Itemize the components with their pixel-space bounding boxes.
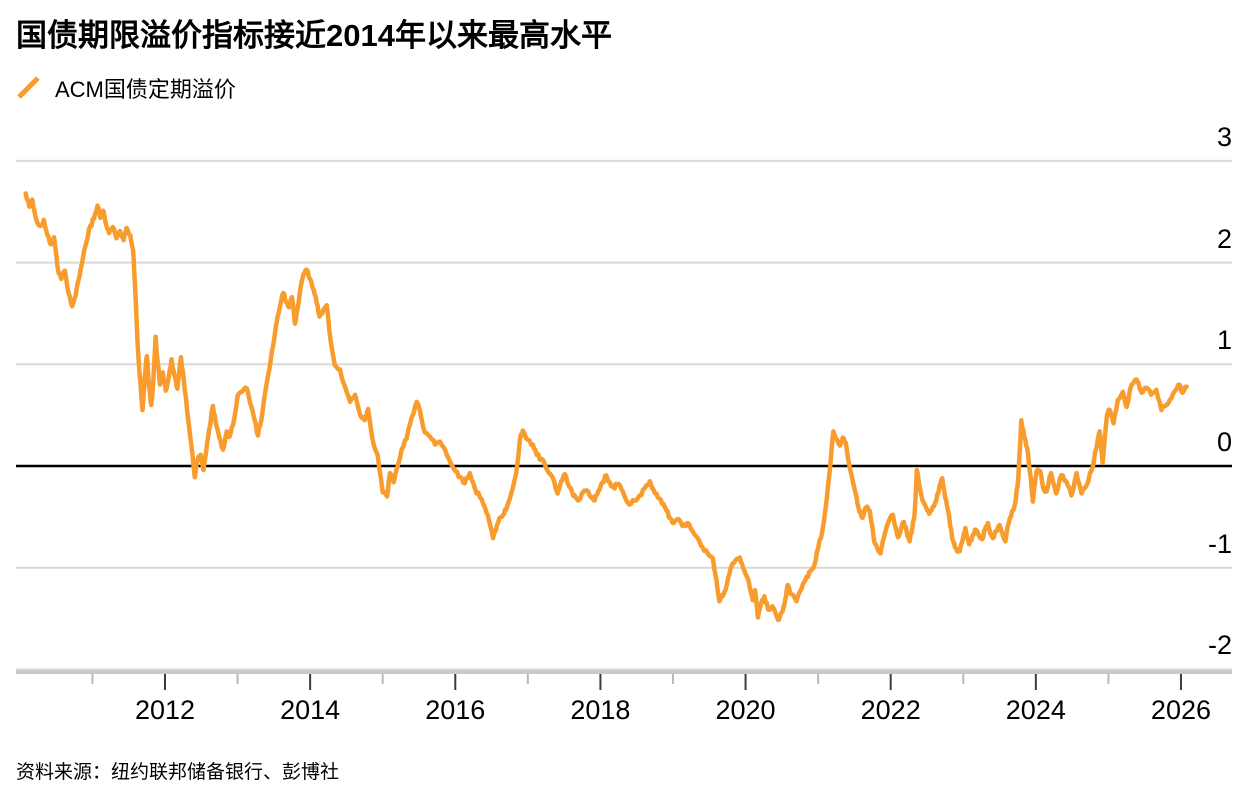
legend-line-marker-icon — [17, 76, 40, 99]
x-axis-tick-label: 2024 — [1005, 695, 1066, 725]
legend-series-label: ACM国债定期溢价 — [55, 77, 236, 102]
x-axis-tick-label: 2014 — [280, 695, 341, 725]
x-axis-tick-label: 2016 — [425, 695, 486, 725]
y-axis-tick-label: -2 — [1207, 630, 1232, 661]
series-line — [23, 191, 1190, 623]
y-axis-tick-label: 1 — [1216, 325, 1232, 356]
x-axis-tick-label: 2012 — [134, 695, 196, 725]
y-axis-tick-label: 0 — [1216, 427, 1232, 457]
source-note: 资料来源：纽约联邦储备银行、彭博社 — [16, 762, 340, 783]
x-axis-tick-label: 2018 — [570, 695, 631, 725]
y-axis-tick-label: -1 — [1207, 528, 1232, 559]
chart-title: 国债期限溢价指标接近2014年以来最高水平 — [16, 18, 612, 53]
x-axis-tick-label: 2020 — [715, 695, 776, 725]
y-axis-tick-label: 3 — [1216, 121, 1232, 152]
x-axis-line — [16, 670, 1232, 674]
x-axis-tick-label: 2026 — [1150, 695, 1211, 725]
legend: ACM国债定期溢价 — [16, 72, 236, 104]
y-axis-tick-label: 2 — [1216, 223, 1232, 254]
x-axis-tick-label: 2022 — [860, 695, 921, 725]
